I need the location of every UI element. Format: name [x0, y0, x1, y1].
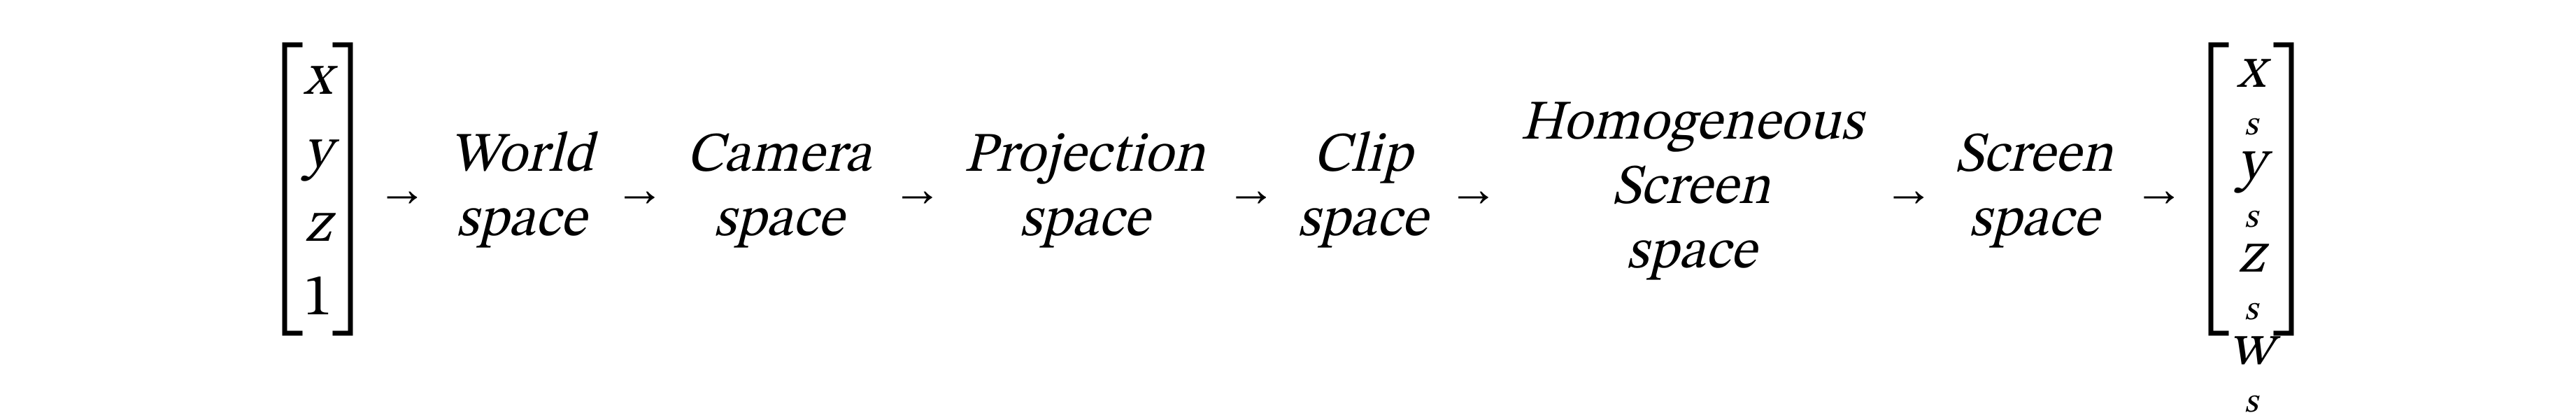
arrow-icon: →: [1884, 164, 1934, 214]
stage-line: Clip: [1313, 125, 1412, 189]
left-bracket-icon: [2205, 42, 2229, 336]
vector-cell: ws: [2229, 319, 2273, 412]
stage-line: Homogeneous: [1519, 92, 1862, 157]
vector-cell: zs: [2229, 227, 2273, 319]
right-bracket-icon: [2273, 42, 2297, 336]
output-vector-cells: xs ys zs ws: [2229, 42, 2273, 336]
arrow-icon: →: [377, 164, 427, 214]
stage-line: Screen: [1612, 157, 1770, 221]
stage-line: Screen: [1955, 125, 2113, 189]
input-vector-cells: x y z 1: [303, 42, 332, 336]
vector-cell: ys: [2229, 134, 2273, 227]
vector-cell: x: [303, 49, 332, 108]
right-bracket-icon: [332, 42, 356, 336]
arrow-icon: →: [2134, 164, 2184, 214]
stage-line: space: [1969, 189, 2099, 253]
stage-line: space: [456, 189, 586, 253]
stage-projection-space: Projection space: [963, 125, 1204, 253]
stage-line: space: [1626, 221, 1756, 286]
stage-line: space: [1297, 189, 1428, 253]
stage-line: Camera: [686, 125, 871, 189]
stage-screen-space: Screen space: [1955, 125, 2113, 253]
stage-line: Projection: [963, 125, 1204, 189]
vector-cell: 1: [303, 270, 332, 328]
stage-world-space: World space: [448, 125, 594, 253]
arrow-icon: →: [1226, 164, 1276, 214]
input-vector: x y z 1: [279, 42, 356, 336]
stage-clip-space: Clip space: [1297, 125, 1428, 253]
vector-cell: xs: [2229, 42, 2273, 134]
left-bracket-icon: [279, 42, 303, 336]
arrow-icon: →: [1448, 164, 1498, 214]
stage-camera-space: Camera space: [686, 125, 871, 253]
output-vector: xs ys zs ws: [2205, 42, 2297, 336]
stage-line: space: [1019, 189, 1149, 253]
stage-homogeneous-screen-space: Homogeneous Screen space: [1519, 92, 1862, 286]
arrow-icon: →: [892, 164, 942, 214]
stage-line: World: [448, 125, 594, 189]
stage-line: space: [713, 189, 844, 253]
arrow-icon: →: [615, 164, 665, 214]
vector-cell: y: [303, 122, 332, 181]
transform-pipeline: x y z 1 → World space → Camera space → P…: [251, 28, 2324, 350]
vector-cell: z: [303, 196, 332, 255]
